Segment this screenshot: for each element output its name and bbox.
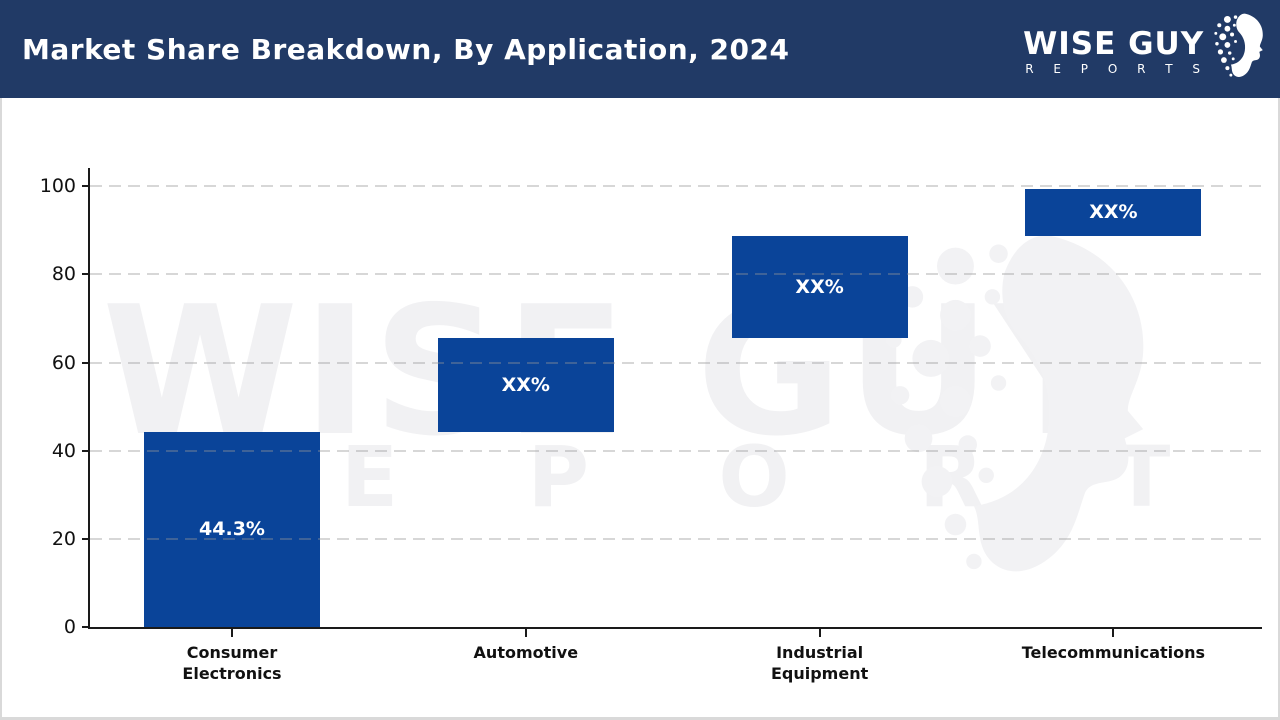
y-tick-label: 0 xyxy=(63,616,76,638)
gridline-60 xyxy=(90,361,1262,364)
gridline-20 xyxy=(90,537,1262,540)
y-tick-label: 20 xyxy=(51,527,76,550)
logo-subtitle: R E P O R T S xyxy=(1025,62,1208,77)
gridline-40 xyxy=(90,449,1262,452)
y-tick-mark xyxy=(82,449,90,452)
bar-value-label: XX% xyxy=(795,276,844,299)
x-tick-mark xyxy=(1112,629,1115,637)
x-tick-label: Automotive xyxy=(473,643,579,662)
wise-guy-reports-logo: WISE GUY R E P O R T S xyxy=(1019,6,1268,92)
chart-canvas: WISE GUY R E P O R T S 02040608010044.3%… xyxy=(0,98,1280,720)
x-tick-label: Consumer Electronics xyxy=(182,643,282,683)
x-tick-mark xyxy=(524,629,527,637)
x-tick-mark xyxy=(818,629,821,637)
x-axis-line xyxy=(88,627,1262,629)
bar-value-label: XX% xyxy=(1089,201,1138,224)
bar-2: XX% xyxy=(437,338,614,432)
y-tick-label: 100 xyxy=(39,175,76,198)
y-tick-label: 60 xyxy=(51,351,76,374)
bar-value-label: XX% xyxy=(501,374,550,397)
x-tick-mark xyxy=(231,629,233,637)
header-band: Market Share Breakdown, By Application, … xyxy=(0,0,1280,98)
bar-4: XX% xyxy=(1025,188,1202,237)
logo-wordmark: WISE GUY xyxy=(1023,25,1205,62)
bar-3: XX% xyxy=(731,236,908,339)
bar-value-label: 44.3% xyxy=(199,518,265,541)
y-tick-mark xyxy=(82,626,90,628)
x-tick-label: Industrial Equipment xyxy=(770,643,869,683)
x-tick-label: Telecommunications xyxy=(1021,643,1206,662)
waterfall-bar-chart: 0 20 40 60 80 100 44.3% Consumer Electronics XX%… xyxy=(2,98,1278,717)
logo-text: WISE GUY R E P O R T S xyxy=(1019,28,1208,77)
page-title: Market Share Breakdown, By Application, … xyxy=(22,32,790,66)
y-tick-mark xyxy=(82,537,90,540)
y-axis-line xyxy=(88,168,90,629)
gridline-80 xyxy=(90,273,1262,276)
bar-1: 44.3% xyxy=(144,431,320,627)
y-tick-mark xyxy=(82,185,90,188)
gridline-100 xyxy=(90,185,1262,188)
face-dots-icon xyxy=(1214,13,1263,77)
y-tick-mark xyxy=(82,361,90,364)
y-tick-label: 40 xyxy=(51,439,76,462)
y-tick-label: 80 xyxy=(51,263,76,286)
y-tick-mark xyxy=(82,273,90,276)
